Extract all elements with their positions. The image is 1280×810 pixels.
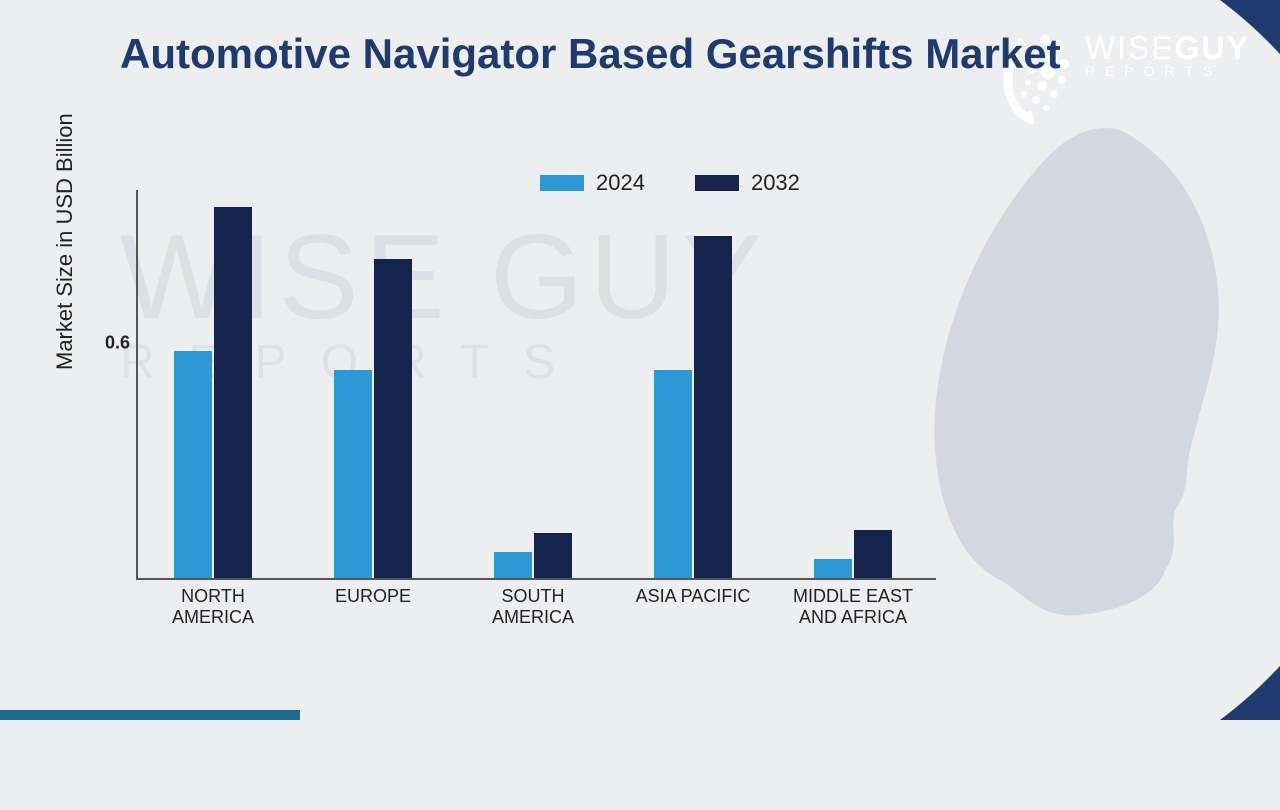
logo-wise: WISE — [1085, 30, 1175, 66]
bar — [654, 370, 692, 578]
x-axis-label: MIDDLE EAST AND AFRICA — [783, 586, 923, 627]
bar — [374, 259, 412, 578]
bottom-accent-bar — [0, 710, 300, 720]
legend-item-1: 2032 — [695, 170, 800, 196]
bar — [694, 236, 732, 578]
bar-group: EUROPE — [318, 259, 428, 578]
legend-label-0: 2024 — [596, 170, 645, 196]
bar-group: NORTH AMERICA — [158, 207, 268, 578]
brand-logo: WISEGUY REPORTS — [1085, 30, 1250, 79]
bar-group: MIDDLE EAST AND AFRICA — [798, 530, 908, 578]
x-axis-label: SOUTH AMERICA — [463, 586, 603, 627]
legend: 2024 2032 — [540, 170, 800, 196]
y-tick-label: 0.6 — [105, 333, 130, 354]
x-axis-label: ASIA PACIFIC — [623, 586, 763, 607]
bar — [814, 559, 852, 578]
bar — [534, 533, 572, 578]
legend-item-0: 2024 — [540, 170, 645, 196]
bar-group: SOUTH AMERICA — [478, 533, 588, 578]
legend-label-1: 2032 — [751, 170, 800, 196]
bar — [494, 552, 532, 578]
plot-area: 0.6 NORTH AMERICAEUROPESOUTH AMERICAASIA… — [136, 190, 936, 580]
y-axis-label: Market Size in USD Billion — [52, 113, 78, 370]
x-axis-label: EUROPE — [303, 586, 443, 607]
bar-group: ASIA PACIFIC — [638, 236, 748, 578]
legend-swatch-0 — [540, 175, 584, 191]
chart-area: 2024 2032 Market Size in USD Billion 0.6… — [70, 170, 950, 690]
logo-guy: GUY — [1175, 30, 1250, 66]
legend-swatch-1 — [695, 175, 739, 191]
bar — [854, 530, 892, 578]
bar — [334, 370, 372, 578]
bar — [174, 351, 212, 578]
x-axis-label: NORTH AMERICA — [143, 586, 283, 627]
chart-title: Automotive Navigator Based Gearshifts Ma… — [120, 30, 1061, 78]
bar — [214, 207, 252, 578]
